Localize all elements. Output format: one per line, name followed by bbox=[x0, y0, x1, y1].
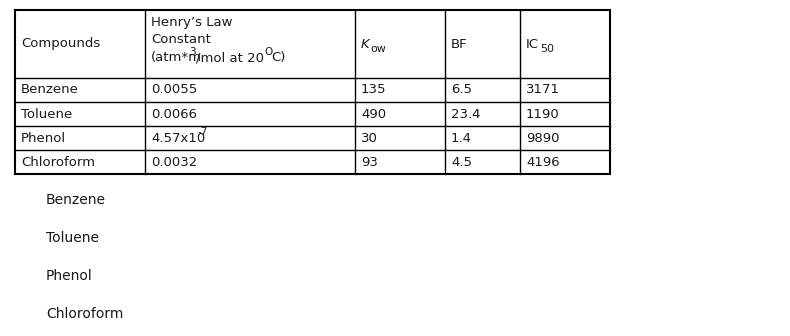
Text: 490: 490 bbox=[361, 108, 386, 121]
Text: Compounds: Compounds bbox=[21, 38, 100, 50]
Text: 30: 30 bbox=[361, 131, 378, 144]
Text: -7: -7 bbox=[197, 127, 207, 137]
Text: ow: ow bbox=[370, 44, 386, 54]
Text: K: K bbox=[361, 38, 370, 50]
Text: 4.5: 4.5 bbox=[451, 156, 472, 168]
Text: Benzene: Benzene bbox=[46, 193, 106, 207]
Text: 6.5: 6.5 bbox=[451, 84, 472, 96]
Text: 0.0055: 0.0055 bbox=[151, 84, 198, 96]
Text: Toluene: Toluene bbox=[46, 231, 99, 245]
Text: Constant: Constant bbox=[151, 33, 211, 46]
Text: /mol at 20: /mol at 20 bbox=[196, 51, 269, 65]
Text: 9890: 9890 bbox=[526, 131, 559, 144]
Text: (atm*m: (atm*m bbox=[151, 51, 202, 65]
Text: 93: 93 bbox=[361, 156, 378, 168]
Text: IC: IC bbox=[526, 38, 539, 50]
Text: Toluene: Toluene bbox=[21, 108, 72, 121]
Text: Chloroform: Chloroform bbox=[46, 307, 123, 321]
Text: 0.0066: 0.0066 bbox=[151, 108, 197, 121]
Text: Phenol: Phenol bbox=[21, 131, 66, 144]
Text: 3: 3 bbox=[189, 47, 196, 57]
Text: BF: BF bbox=[451, 38, 468, 50]
Text: 3171: 3171 bbox=[526, 84, 560, 96]
Text: Henry’s Law: Henry’s Law bbox=[151, 16, 232, 29]
Text: 135: 135 bbox=[361, 84, 386, 96]
Text: Benzene: Benzene bbox=[21, 84, 79, 96]
Text: 1190: 1190 bbox=[526, 108, 560, 121]
Text: Chloroform: Chloroform bbox=[21, 156, 95, 168]
Text: 4.57x10: 4.57x10 bbox=[151, 131, 205, 144]
Text: 1.4: 1.4 bbox=[451, 131, 472, 144]
Text: 4196: 4196 bbox=[526, 156, 559, 168]
Text: 0.0032: 0.0032 bbox=[151, 156, 198, 168]
Text: 23.4: 23.4 bbox=[451, 108, 480, 121]
Text: Phenol: Phenol bbox=[46, 269, 92, 283]
Text: C): C) bbox=[271, 51, 285, 65]
Text: O: O bbox=[264, 47, 273, 57]
Text: 50: 50 bbox=[540, 44, 554, 54]
